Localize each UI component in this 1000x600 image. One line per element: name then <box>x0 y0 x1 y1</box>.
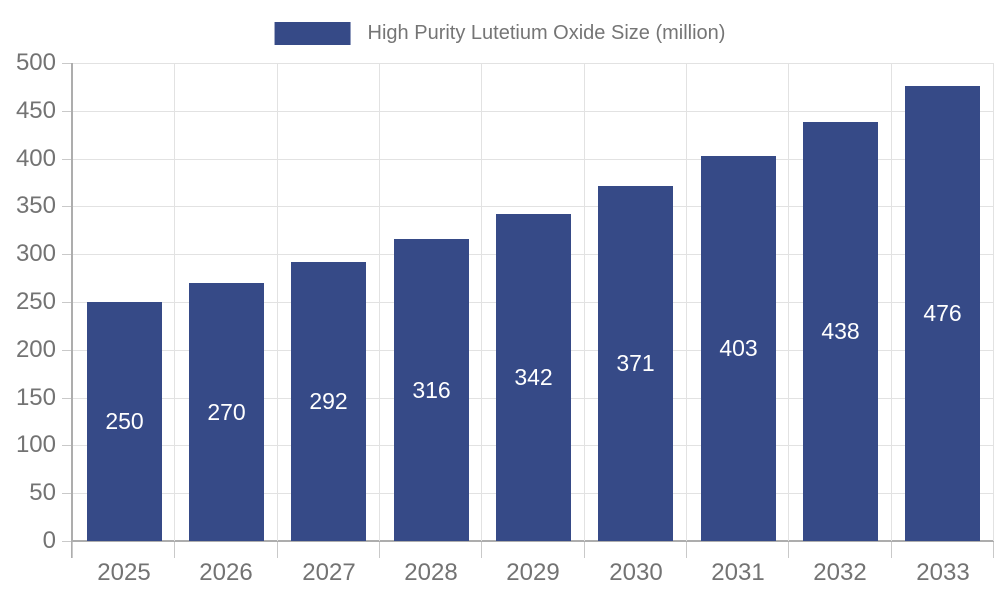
x-axis-label: 2029 <box>506 559 560 586</box>
x-axis-tick <box>584 542 585 558</box>
y-axis-tick <box>62 63 71 64</box>
v-gridline <box>891 63 892 541</box>
x-axis-tick <box>686 542 687 558</box>
y-axis-label: 450 <box>15 96 56 124</box>
x-axis-label: 2025 <box>97 559 151 586</box>
bar[interactable]: 292 <box>291 262 366 541</box>
y-axis-tick <box>62 302 71 303</box>
bar-value-label: 316 <box>412 376 451 403</box>
y-axis-tick <box>62 541 71 542</box>
y-axis-label: 250 <box>15 288 56 315</box>
x-axis-tick <box>72 542 73 558</box>
v-gridline <box>277 63 278 541</box>
x-axis-label: 2026 <box>199 559 253 586</box>
bar[interactable]: 438 <box>803 122 878 541</box>
h-gridline <box>73 63 994 64</box>
x-axis-label: 2032 <box>813 559 867 586</box>
y-axis-tick <box>62 110 71 112</box>
y-axis-label: 350 <box>15 192 56 220</box>
y-axis-tick <box>62 397 71 399</box>
v-gridline <box>584 63 585 541</box>
x-axis-tick <box>481 542 482 558</box>
bar[interactable]: 250 <box>87 302 162 541</box>
y-axis-label: 0 <box>42 527 56 554</box>
bar-value-label: 438 <box>821 318 860 344</box>
bar-value-label: 403 <box>719 335 758 361</box>
bar[interactable]: 316 <box>394 239 469 541</box>
bar[interactable]: 476 <box>905 86 980 541</box>
v-gridline <box>993 63 994 541</box>
x-axis-line <box>71 540 994 542</box>
y-axis-label: 150 <box>15 383 56 411</box>
bar-value-label: 292 <box>309 388 348 414</box>
x-axis-tick <box>174 542 175 558</box>
y-axis-tick <box>62 349 71 351</box>
x-axis-tick <box>891 542 892 558</box>
bar[interactable]: 270 <box>189 283 264 541</box>
y-axis-label: 200 <box>15 335 56 363</box>
v-gridline <box>686 63 687 541</box>
bar-value-label: 250 <box>105 408 144 434</box>
y-axis-label: 300 <box>15 240 56 268</box>
h-gridline <box>73 158 994 160</box>
x-axis-tick <box>277 542 278 558</box>
y-axis-tick <box>62 445 71 447</box>
x-axis-label: 2027 <box>302 559 356 586</box>
x-axis-label: 2030 <box>609 559 663 586</box>
legend-item[interactable]: High Purity Lutetium Oxide Size (million… <box>274 20 726 46</box>
x-axis-tick <box>788 542 789 558</box>
bar-value-label: 342 <box>514 364 553 390</box>
v-gridline <box>481 63 482 541</box>
bar-value-label: 270 <box>207 398 246 425</box>
y-axis-tick <box>62 493 71 495</box>
bar-value-label: 371 <box>616 350 655 376</box>
x-axis-label: 2028 <box>404 559 458 586</box>
v-gridline <box>379 63 380 541</box>
y-axis-label: 50 <box>29 479 56 507</box>
y-axis-label: 500 <box>15 49 56 76</box>
bar[interactable]: 403 <box>701 156 776 541</box>
bar[interactable]: 371 <box>598 186 673 541</box>
x-axis-tick <box>993 542 994 558</box>
x-axis-label: 2031 <box>711 559 765 586</box>
v-gridline <box>788 63 789 541</box>
h-gridline <box>73 206 994 208</box>
x-axis-tick <box>379 542 380 558</box>
x-axis-label: 2033 <box>916 559 970 586</box>
y-axis-label: 400 <box>15 144 56 172</box>
y-axis-tick <box>62 158 71 160</box>
v-gridline <box>174 63 175 541</box>
y-axis-tick <box>62 254 71 256</box>
legend-label: High Purity Lutetium Oxide Size (million… <box>367 21 726 44</box>
h-gridline <box>73 110 994 112</box>
y-axis-tick <box>62 206 71 208</box>
bar[interactable]: 342 <box>496 214 571 541</box>
y-axis-label: 100 <box>15 431 56 459</box>
legend-swatch <box>274 21 351 45</box>
y-axis-line <box>71 63 73 558</box>
bar-value-label: 476 <box>923 300 962 326</box>
